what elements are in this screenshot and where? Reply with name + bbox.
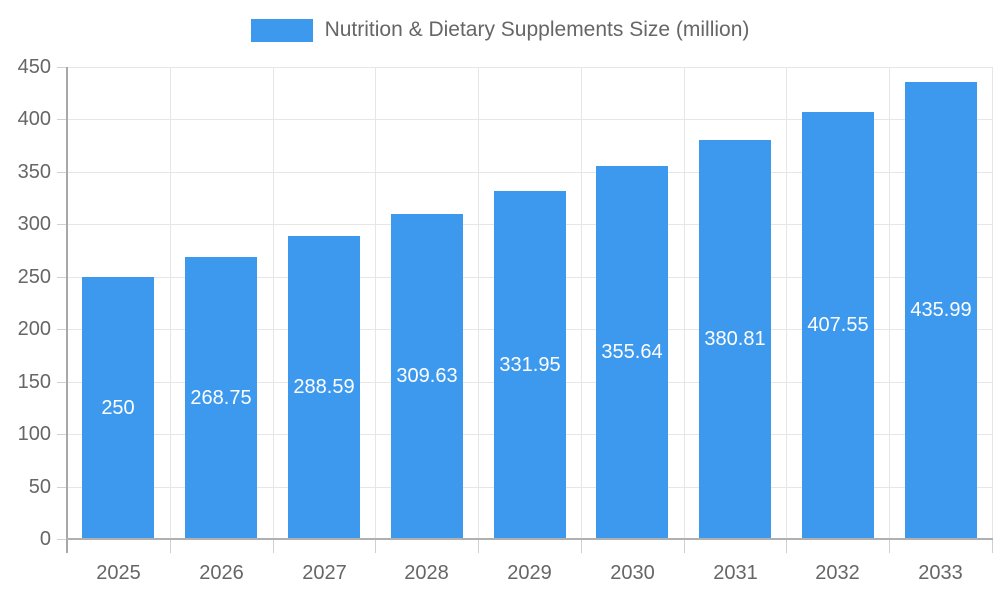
v-gridline bbox=[375, 67, 376, 539]
y-tick-label: 100 bbox=[17, 423, 51, 445]
y-axis-tick bbox=[57, 539, 67, 540]
y-tick-label: 250 bbox=[17, 266, 51, 288]
x-axis-tick bbox=[581, 539, 582, 553]
bar: 355.64 bbox=[596, 166, 668, 539]
y-axis-tick bbox=[57, 487, 67, 488]
h-gridline bbox=[67, 67, 992, 68]
v-gridline bbox=[273, 67, 274, 539]
y-tick-label: 400 bbox=[17, 108, 51, 130]
x-axis-tick bbox=[786, 539, 787, 553]
y-axis-tick bbox=[57, 329, 67, 330]
x-tick-label: 2026 bbox=[199, 562, 244, 584]
y-tick-label: 50 bbox=[28, 476, 51, 498]
bar-value-label: 380.81 bbox=[704, 328, 766, 350]
bar-value-label: 288.59 bbox=[293, 376, 355, 398]
bar: 309.63 bbox=[391, 214, 463, 539]
x-axis-line bbox=[66, 538, 993, 540]
h-gridline bbox=[67, 172, 992, 173]
y-tick-label: 450 bbox=[17, 56, 51, 78]
x-axis-tick bbox=[478, 539, 479, 553]
legend-swatch bbox=[250, 18, 313, 42]
bar-value-label: 407.55 bbox=[807, 314, 869, 336]
y-tick-label: 150 bbox=[17, 371, 51, 393]
v-gridline bbox=[992, 67, 993, 539]
legend-label: Nutrition & Dietary Supplements Size (mi… bbox=[324, 18, 750, 41]
bar: 407.55 bbox=[802, 112, 874, 539]
v-gridline bbox=[170, 67, 171, 539]
h-gridline bbox=[67, 119, 992, 120]
y-axis-tick bbox=[57, 67, 67, 68]
y-axis-tick bbox=[57, 382, 67, 383]
x-tick-label: 2029 bbox=[507, 562, 552, 584]
y-tick-label: 200 bbox=[17, 318, 51, 340]
v-gridline bbox=[889, 67, 890, 539]
y-axis-tick bbox=[57, 277, 67, 278]
y-tick-label: 350 bbox=[17, 161, 51, 183]
bar-value-label: 250 bbox=[101, 396, 135, 419]
v-gridline bbox=[478, 67, 479, 539]
bar: 250 bbox=[82, 277, 154, 539]
x-tick-label: 2033 bbox=[918, 562, 963, 584]
x-axis-tick bbox=[170, 539, 171, 553]
x-axis-tick bbox=[889, 539, 890, 553]
y-tick-label: 300 bbox=[17, 213, 51, 235]
x-tick-label: 2031 bbox=[713, 562, 758, 584]
bar-value-label: 331.95 bbox=[499, 353, 561, 376]
x-axis-tick bbox=[684, 539, 685, 553]
x-tick-label: 2028 bbox=[404, 562, 449, 584]
y-axis-tick bbox=[57, 172, 67, 173]
y-tick-label: 0 bbox=[39, 528, 51, 550]
v-gridline bbox=[581, 67, 582, 539]
bar: 268.75 bbox=[185, 257, 257, 539]
x-axis-tick bbox=[992, 539, 993, 553]
y-axis-tick bbox=[57, 119, 67, 120]
x-tick-label: 2025 bbox=[96, 562, 141, 584]
y-axis-line bbox=[66, 67, 68, 553]
bar: 288.59 bbox=[288, 236, 360, 539]
bar-value-label: 355.64 bbox=[601, 341, 663, 363]
y-axis-tick bbox=[57, 434, 67, 435]
y-axis-tick bbox=[57, 224, 67, 225]
bar-value-label: 309.63 bbox=[396, 365, 458, 387]
bar-value-label: 435.99 bbox=[910, 299, 972, 321]
x-tick-label: 2030 bbox=[610, 562, 655, 584]
bar-value-label: 268.75 bbox=[190, 386, 252, 409]
bar: 331.95 bbox=[494, 191, 566, 539]
x-tick-label: 2027 bbox=[302, 562, 347, 584]
x-axis-tick bbox=[375, 539, 376, 553]
bar: 435.99 bbox=[905, 82, 977, 539]
legend[interactable]: Nutrition & Dietary Supplements Size (mi… bbox=[0, 18, 1000, 42]
x-tick-label: 2032 bbox=[815, 562, 860, 584]
x-axis-tick bbox=[273, 539, 274, 553]
v-gridline bbox=[786, 67, 787, 539]
v-gridline bbox=[684, 67, 685, 539]
bar: 380.81 bbox=[699, 140, 771, 539]
